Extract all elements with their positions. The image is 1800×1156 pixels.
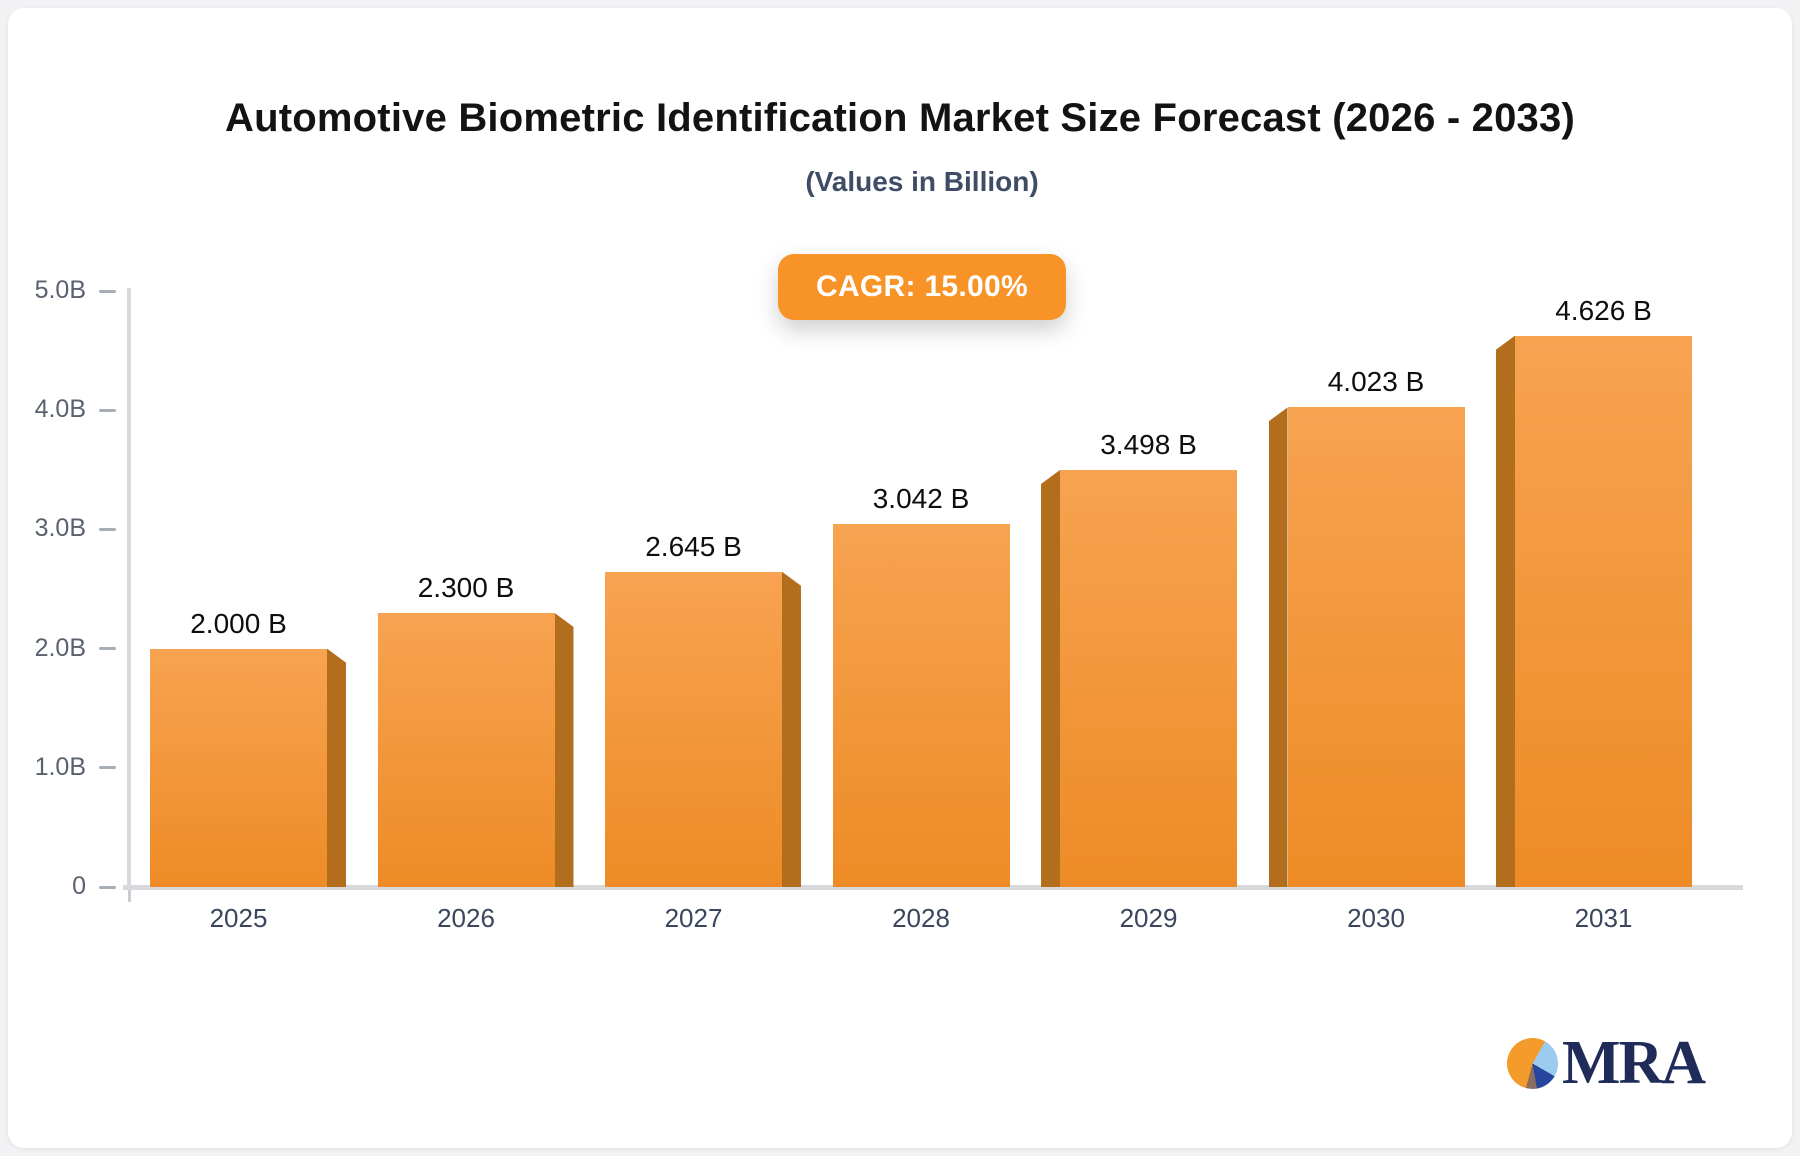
y-tick-dash [99,289,116,293]
mra-logo: MRA [1507,1029,1706,1097]
bar-value-label-2025: 2.000 B [190,607,287,639]
bar-2029 [1060,470,1237,887]
y-tick-label: 2.0B [34,633,86,662]
bar-value-label-2026: 2.300 B [417,571,515,603]
y-tick-dash [99,766,116,770]
y-tick-label: 4.0B [34,395,86,424]
cagr-badge-label: CAGR: 15.00% [815,270,1028,303]
mra-logo-text: MRA [1562,1029,1706,1097]
bar-side-2030 [1268,407,1288,887]
x-tick-label-2027: 2027 [664,903,723,933]
bar-value-label-2030: 4.023 B [1327,366,1425,398]
y-tick-label: 5.0B [34,276,86,304]
bar-2026 [377,612,555,887]
bar-value-label-2031: 4.626 B [1555,294,1652,326]
mra-logo-pie-icon [1507,1037,1558,1089]
bar-value-label-2027: 2.645 B [645,530,742,562]
x-tick-label-2030: 2030 [1347,903,1405,933]
chart-title: Automotive Biometric Identification Mark… [225,96,1575,140]
bar-side-2026 [554,612,574,887]
bar-side-2029 [1041,470,1060,887]
cagr-badge: CAGR: 15.00% [778,254,1066,320]
bar-side-2027 [782,571,801,887]
bar-2031 [1515,335,1692,887]
x-axis-origin-tick [128,890,131,902]
y-tick-dash [99,408,116,412]
y-tick-label: 0 [72,872,86,900]
bar-value-label-2029: 3.498 B [1100,429,1197,461]
x-tick-label-2026: 2026 [437,903,495,933]
bar-side-2031 [1496,335,1515,887]
bar-value-label-2028: 3.042 B [872,483,970,515]
bar-side-2025 [327,648,346,887]
y-tick-dash [99,647,116,651]
bar-2028 [832,524,1010,887]
y-axis-line [127,288,131,888]
y-tick-dash [99,885,116,889]
chart-subtitle: (Values in Billion) [805,166,1039,197]
bar-2025 [150,648,327,887]
x-axis-line [123,885,1743,890]
y-tick-label: 1.0B [34,752,86,781]
bar-2027 [605,571,782,887]
y-tick-label: 3.0B [34,514,86,543]
y-tick-dash [99,527,116,531]
x-tick-label-2031: 2031 [1574,903,1633,933]
x-tick-label-2029: 2029 [1119,903,1178,933]
x-tick-label-2028: 2028 [892,903,950,933]
bar-2030 [1287,407,1465,887]
x-tick-label-2025: 2025 [209,903,268,933]
